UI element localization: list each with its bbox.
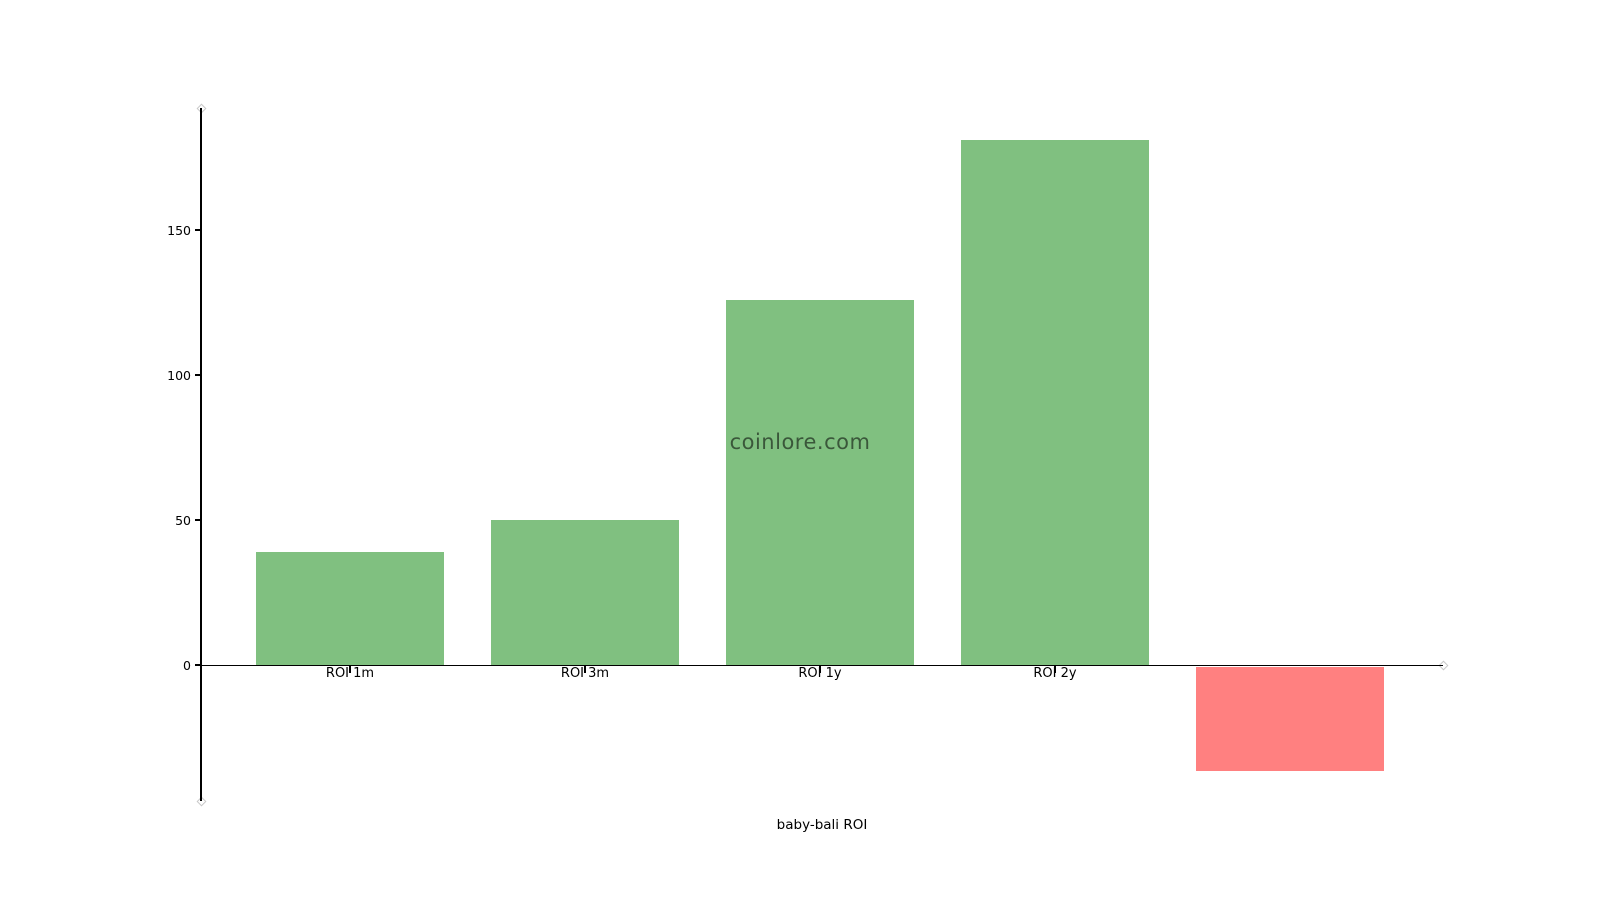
y-tick: [195, 374, 201, 376]
y-tick-label: 150: [167, 222, 191, 238]
bar-roi-3m: [491, 520, 679, 665]
x-tick: [584, 665, 586, 673]
chart-title: baby-bali ROI: [776, 817, 868, 833]
x-tick: [1054, 665, 1056, 673]
y-tick: [195, 229, 201, 231]
watermark-text: coinlore.com: [729, 430, 871, 454]
x-tick: [819, 665, 821, 673]
y-tick: [195, 519, 201, 521]
x-axis-line: [200, 664, 1443, 666]
x-tick-label: ROI 2y: [1033, 666, 1077, 681]
bar-roi-1m: [256, 551, 444, 665]
x-tick-label: ROI 3m: [560, 666, 610, 681]
x-tick: [349, 665, 351, 673]
y-axis-top-marker-icon: [196, 103, 207, 114]
y-axis-line: [200, 108, 202, 801]
bar-roi-2y: [961, 140, 1149, 665]
y-tick: [195, 664, 201, 666]
x-tick-label: ROI 1m: [325, 666, 375, 681]
bar-roi-1y: [726, 299, 914, 665]
y-tick-label: 100: [167, 367, 191, 383]
x-tick-label: ROI 1y: [798, 666, 842, 681]
y-axis-bottom-marker-icon: [196, 796, 207, 807]
y-tick-label: 50: [175, 512, 191, 528]
bar-negative: [1196, 666, 1384, 771]
y-tick-label: 0: [183, 657, 191, 673]
